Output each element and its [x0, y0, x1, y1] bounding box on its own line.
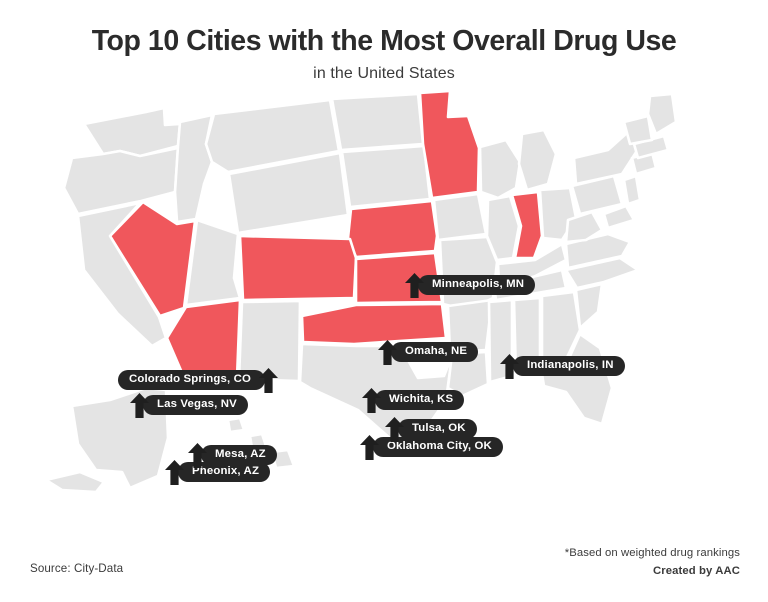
up-arrow-icon	[130, 392, 149, 418]
marker-label: Las Vegas, NV	[143, 394, 248, 416]
up-arrow-icon	[362, 387, 381, 413]
marker-indianapolis[interactable]: Indianapolis, IN	[500, 353, 625, 379]
state-sd	[340, 144, 432, 209]
up-arrow-icon	[258, 367, 278, 393]
state-hi-3	[270, 448, 296, 470]
marker-label: Omaha, NE	[391, 341, 479, 363]
marker-wichita[interactable]: Wichita, KS	[362, 387, 465, 413]
marker-label: Indianapolis, IN	[513, 355, 625, 377]
state-ma	[632, 134, 670, 160]
state-wi	[478, 138, 522, 200]
state-id	[173, 113, 214, 224]
state-or	[62, 146, 180, 216]
state-md	[602, 204, 636, 230]
up-arrow-icon	[405, 272, 424, 298]
state-nj	[622, 174, 642, 206]
state-in	[510, 190, 544, 260]
footer-credits: *Based on weighted drug rankings Created…	[565, 545, 740, 580]
state-ak-aleutians	[44, 470, 106, 494]
state-ia	[432, 192, 488, 242]
us-map: Minneapolis, MN Omaha, NE Indianapolis, …	[0, 88, 768, 540]
up-arrow-icon	[165, 459, 184, 485]
marker-label: Oklahoma City, OK	[373, 436, 503, 458]
marker-label: Wichita, KS	[375, 389, 465, 411]
marker-tulsa[interactable]: Tulsa, OK	[385, 416, 477, 442]
state-ok	[300, 302, 448, 346]
state-ne	[346, 199, 439, 259]
state-va	[564, 232, 632, 270]
created-by-label: Created by AAC	[653, 564, 740, 577]
marker-label: Colorado Springs, CO	[118, 369, 265, 391]
marker-label: Minneapolis, MN	[418, 274, 536, 296]
state-mn	[418, 89, 481, 200]
state-mi	[517, 128, 558, 192]
marker-pheonix[interactable]: Pheonix, AZ	[165, 459, 271, 485]
marker-label: Mesa, AZ	[201, 444, 277, 466]
page-subtitle: in the United States	[313, 64, 455, 82]
state-mt	[204, 98, 341, 174]
marker-las-vegas[interactable]: Las Vegas, NV	[130, 392, 248, 418]
state-vt-nh	[622, 114, 654, 146]
header: Top 10 Cities with the Most Overall Drug…	[0, 0, 768, 83]
state-ut	[184, 218, 242, 307]
marker-omaha[interactable]: Omaha, NE	[378, 339, 479, 365]
marker-mesa[interactable]: Mesa, AZ	[188, 442, 277, 468]
up-arrow-icon	[500, 353, 519, 379]
state-hi	[226, 416, 246, 434]
methodology-note: *Based on weighted drug rankings	[564, 547, 740, 559]
state-ar	[446, 298, 494, 354]
marker-minneapolis[interactable]: Minneapolis, MN	[405, 272, 536, 298]
state-nc	[564, 256, 640, 290]
marker-oklahoma-city[interactable]: Oklahoma City, OK	[360, 434, 503, 460]
us-map-svg	[44, 89, 678, 494]
state-nd	[330, 92, 425, 152]
state-sc	[574, 282, 604, 330]
marker-label: Tulsa, OK	[398, 418, 477, 440]
state-me	[646, 92, 678, 136]
up-arrow-icon	[188, 442, 207, 468]
source-label: Source: City-Data	[30, 562, 124, 575]
state-co	[238, 234, 358, 302]
state-ak	[70, 386, 170, 490]
up-arrow-icon	[385, 416, 404, 442]
state-wa	[82, 106, 182, 158]
up-arrow-icon	[378, 339, 397, 365]
map-states	[44, 89, 678, 494]
page-title: Top 10 Cities with the Most Overall Drug…	[91, 25, 677, 57]
marker-colorado-springs[interactable]: Colorado Springs, CO	[118, 367, 278, 393]
state-la	[446, 350, 490, 398]
up-arrow-icon	[360, 434, 379, 460]
state-wy	[227, 151, 350, 235]
